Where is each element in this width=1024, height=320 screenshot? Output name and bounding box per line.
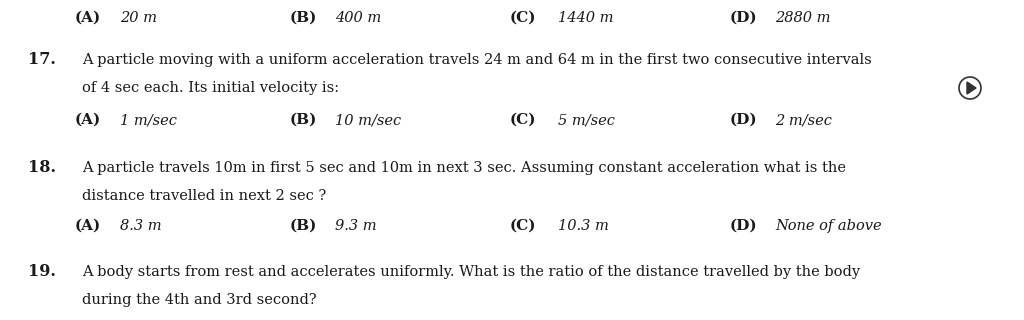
Text: 9.3 m: 9.3 m bbox=[335, 219, 377, 233]
Text: (C): (C) bbox=[510, 113, 537, 127]
Text: A particle travels 10m in first 5 sec and 10m in next 3 sec. Assuming constant a: A particle travels 10m in first 5 sec an… bbox=[82, 161, 846, 175]
Text: None of above: None of above bbox=[775, 219, 882, 233]
Text: A particle moving with a uniform acceleration travels 24 m and 64 m in the first: A particle moving with a uniform acceler… bbox=[82, 53, 871, 67]
Text: 1 m/sec: 1 m/sec bbox=[120, 113, 177, 127]
Text: during the 4th and 3rd second?: during the 4th and 3rd second? bbox=[82, 293, 316, 307]
Text: 18.: 18. bbox=[28, 159, 56, 177]
Text: (A): (A) bbox=[75, 11, 101, 25]
Text: 2 m/sec: 2 m/sec bbox=[775, 113, 831, 127]
Text: (A): (A) bbox=[75, 219, 101, 233]
Text: 10 m/sec: 10 m/sec bbox=[335, 113, 401, 127]
Text: (B): (B) bbox=[290, 113, 317, 127]
Text: (D): (D) bbox=[730, 113, 758, 127]
Text: of 4 sec each. Its initial velocity is:: of 4 sec each. Its initial velocity is: bbox=[82, 81, 339, 95]
Text: 1440 m: 1440 m bbox=[558, 11, 613, 25]
Text: 400 m: 400 m bbox=[335, 11, 381, 25]
Text: 20 m: 20 m bbox=[120, 11, 157, 25]
Text: (A): (A) bbox=[75, 113, 101, 127]
Text: (C): (C) bbox=[510, 219, 537, 233]
Text: 19.: 19. bbox=[28, 263, 56, 281]
Text: (C): (C) bbox=[510, 11, 537, 25]
Text: 2880 m: 2880 m bbox=[775, 11, 830, 25]
Text: (D): (D) bbox=[730, 11, 758, 25]
Text: (B): (B) bbox=[290, 219, 317, 233]
Polygon shape bbox=[967, 82, 976, 94]
Text: (D): (D) bbox=[730, 219, 758, 233]
Text: 8.3 m: 8.3 m bbox=[120, 219, 162, 233]
Text: (B): (B) bbox=[290, 11, 317, 25]
Text: A body starts from rest and accelerates uniformly. What is the ratio of the dist: A body starts from rest and accelerates … bbox=[82, 265, 860, 279]
Text: 10.3 m: 10.3 m bbox=[558, 219, 609, 233]
Text: distance travelled in next 2 sec ?: distance travelled in next 2 sec ? bbox=[82, 189, 327, 203]
Text: 17.: 17. bbox=[28, 52, 56, 68]
Text: 5 m/sec: 5 m/sec bbox=[558, 113, 615, 127]
